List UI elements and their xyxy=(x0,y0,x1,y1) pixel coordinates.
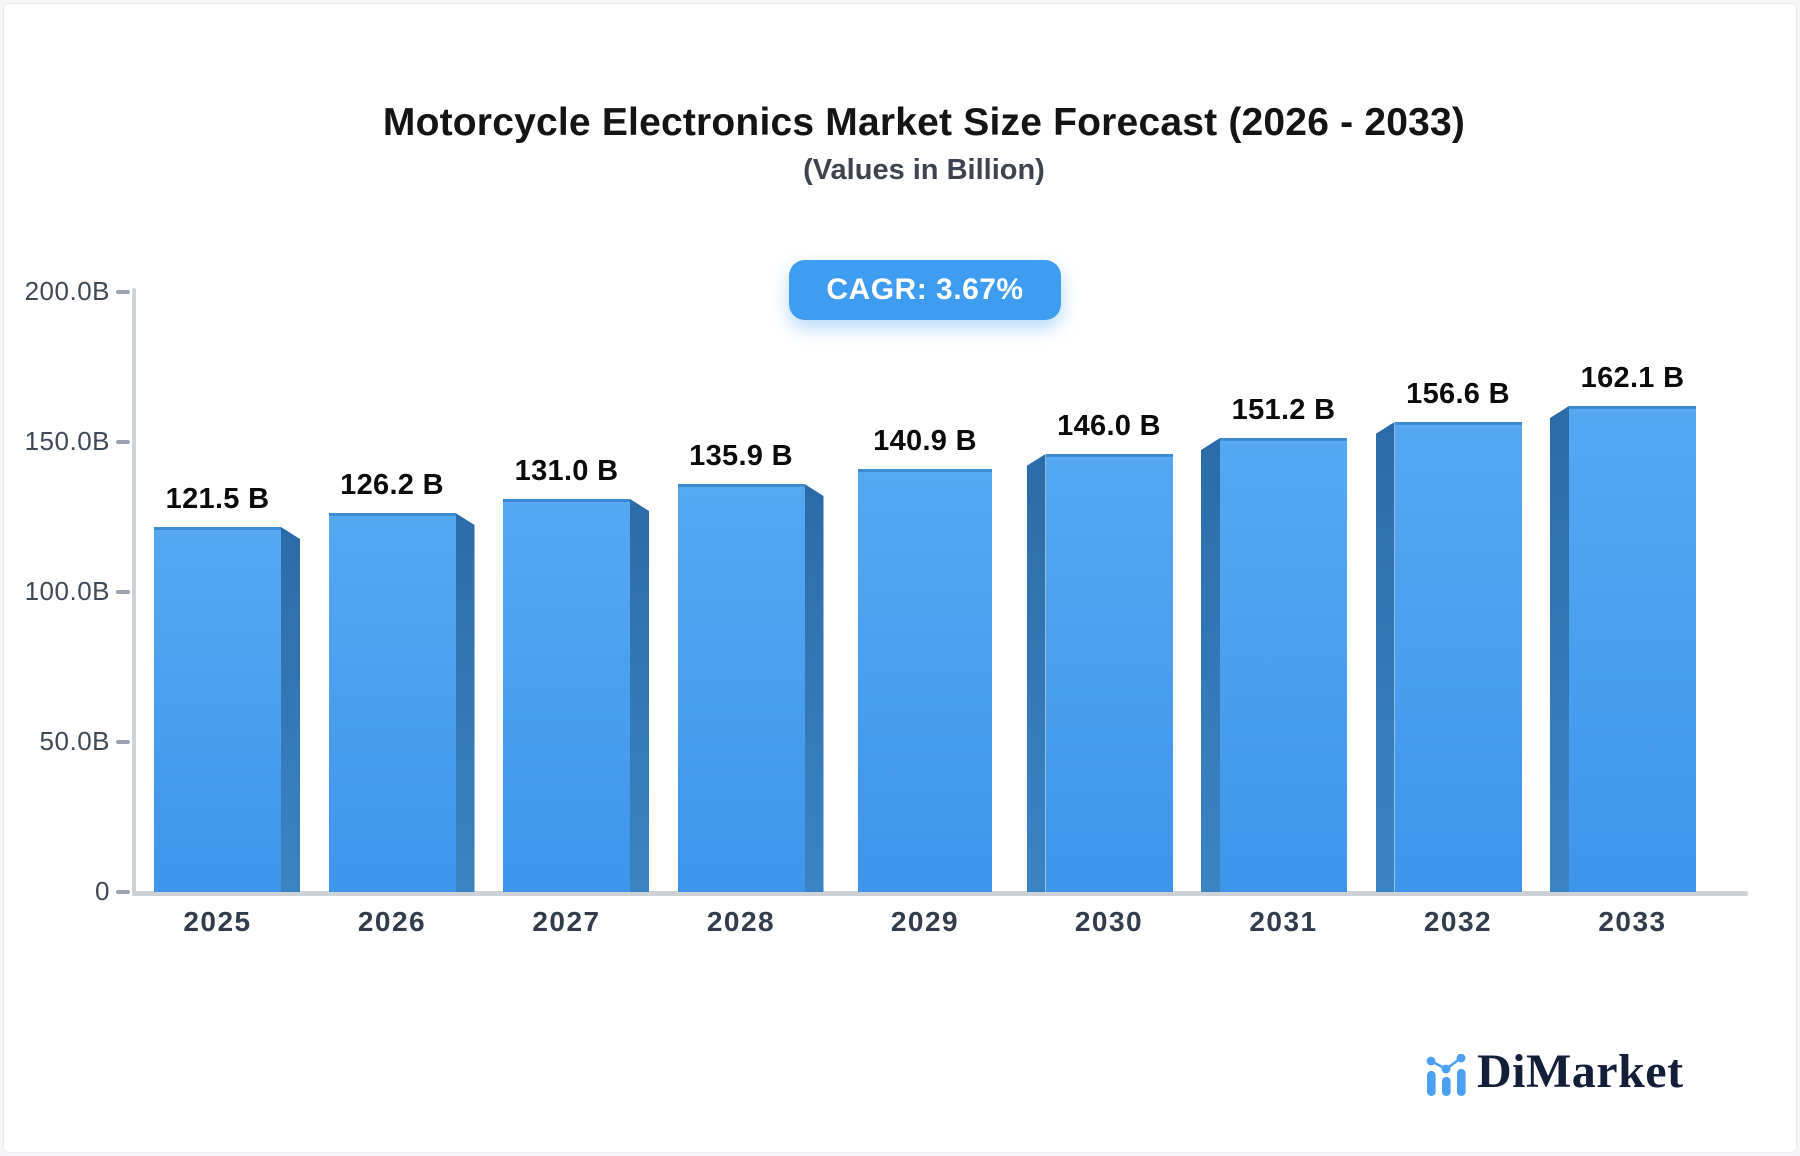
x-axis-line xyxy=(132,891,1748,896)
bar-value-label: 140.9 B xyxy=(873,425,977,457)
chart-card: Motorcycle Electronics Market Size Forec… xyxy=(3,3,1797,1153)
bar-face xyxy=(1045,454,1173,892)
x-axis-label: 2033 xyxy=(1598,906,1667,937)
bar-value-label: 135.9 B xyxy=(689,440,793,472)
x-axis-label: 2025 xyxy=(183,906,252,937)
bar-2027 xyxy=(503,499,649,892)
bar-value-label: 121.5 B xyxy=(165,483,270,515)
bar-value-label: 126.2 B xyxy=(340,469,444,501)
cagr-badge: CAGR: 3.67% xyxy=(789,260,1061,320)
y-tick-mark xyxy=(116,890,130,894)
bar-2031 xyxy=(1201,438,1347,892)
bar-face xyxy=(154,527,281,892)
y-tick-mark xyxy=(116,290,130,294)
bar-side-shade xyxy=(630,499,649,892)
x-axis-label: 2030 xyxy=(1074,906,1144,937)
x-axis-label: 2026 xyxy=(357,906,427,937)
mini-bar-chart-icon xyxy=(1426,1054,1466,1096)
plot-area: 200.0B 150.0B 100.0B 50.0B 0 121.5 B 2025 126.2… xyxy=(4,4,1796,1152)
bar-face xyxy=(677,484,805,892)
bar-value-label: 151.2 B xyxy=(1231,394,1336,426)
y-tick-label: 100.0B xyxy=(24,576,110,606)
bar-value-label: 131.0 B xyxy=(514,455,619,487)
x-axis-label: 2028 xyxy=(706,906,776,937)
x-axis-label: 2027 xyxy=(532,906,601,937)
bar-face xyxy=(503,499,630,892)
bar-2025 xyxy=(154,527,300,892)
bar-side-shade xyxy=(1026,454,1046,892)
logo-text: DiMarket xyxy=(1477,1045,1684,1098)
bar-2026 xyxy=(328,513,475,892)
y-tick-mark xyxy=(116,440,130,444)
bar-2029 xyxy=(852,469,998,892)
y-tick-label: 200.0B xyxy=(24,276,110,306)
y-tick-label: 150.0B xyxy=(24,426,110,456)
chart-subtitle: (Values in Billion) xyxy=(803,154,1045,186)
x-axis-label: 2031 xyxy=(1249,906,1318,937)
bar-face xyxy=(1220,438,1347,892)
bar-2028 xyxy=(677,484,824,892)
bar-2030 xyxy=(1026,454,1173,892)
bar-side-shade xyxy=(281,527,300,892)
y-tick-label: 50.0B xyxy=(39,726,110,756)
bar-side-shade xyxy=(455,513,475,892)
y-axis-line xyxy=(132,288,136,894)
bar-face xyxy=(858,469,992,892)
x-axis-label: 2032 xyxy=(1423,906,1493,937)
y-tick-label: 0 xyxy=(95,876,110,906)
bar-face xyxy=(328,513,456,892)
bar-side-shade xyxy=(1550,406,1569,892)
bar-value-label: 146.0 B xyxy=(1057,410,1161,442)
bar-side-shade xyxy=(1201,438,1220,892)
bar-value-label: 162.1 B xyxy=(1580,362,1685,394)
bar-side-shade xyxy=(804,484,824,892)
bar-side-shade xyxy=(1375,422,1395,892)
bar-face xyxy=(1569,406,1696,892)
bar-2032 xyxy=(1375,422,1522,892)
bar-value-label: 156.6 B xyxy=(1406,378,1510,410)
brand-logo: DiMarket xyxy=(1426,1044,1684,1096)
y-tick-mark xyxy=(116,590,130,594)
bar-2033 xyxy=(1550,406,1696,892)
y-tick-mark xyxy=(116,740,130,744)
x-axis-label: 2029 xyxy=(890,906,960,937)
bar-face xyxy=(1394,422,1522,892)
chart-title: Motorcycle Electronics Market Size Forec… xyxy=(382,101,1466,144)
